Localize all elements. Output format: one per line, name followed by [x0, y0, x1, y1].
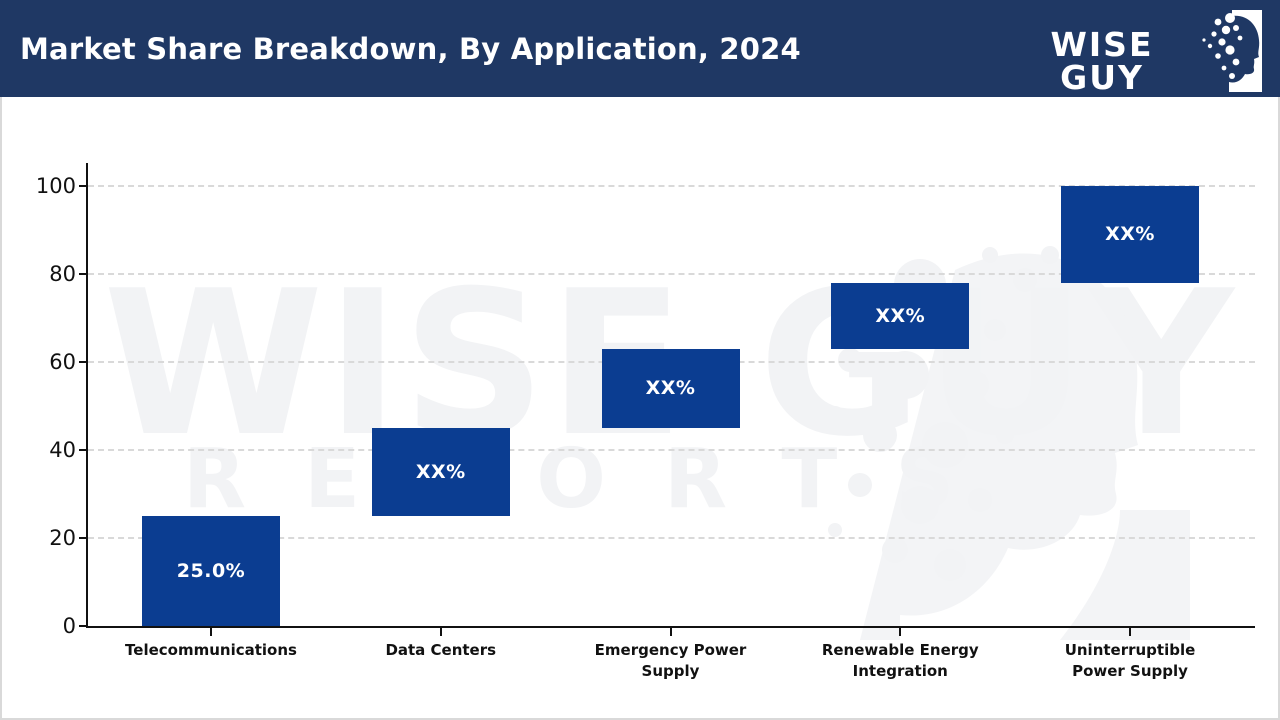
y-tick-label-100: 100: [35, 174, 76, 198]
x-category-label-3: Emergency Power Supply: [594, 641, 747, 680]
y-tick-label-0: 0: [62, 614, 76, 638]
y-tick-label-80: 80: [49, 262, 76, 286]
gridline-100: [88, 185, 1255, 187]
bar-value-label: XX%: [875, 304, 926, 327]
bar-3: XX%: [601, 348, 740, 428]
x-tick-1: [210, 628, 212, 636]
bar-value-label: XX%: [415, 461, 466, 483]
y-tick-0: [79, 625, 87, 627]
x-axis-spine: [86, 626, 1255, 628]
x-tick-2: [439, 628, 442, 636]
header-band: Market Share Breakdown, By Application, …: [0, 0, 1280, 126]
logo-face-icon: 2: [1202, 10, 1262, 92]
x-category-label-1: Telecommunications: [125, 641, 297, 659]
gridline-20: [88, 537, 1255, 539]
wise-guy-logo: WISE GUY R E P O R T S 2: [1012, 6, 1262, 126]
bar-value-label: XX%: [1105, 223, 1155, 246]
logo-subtitle: R E P O R T S: [1020, 98, 1188, 126]
x-tick-4: [899, 628, 902, 636]
y-tick-80: [79, 273, 87, 275]
y-tick-40: [79, 449, 87, 451]
logo-wordmark: WISE GUY: [1050, 25, 1154, 97]
y-tick-label-40: 40: [49, 438, 76, 462]
page-title: Market Share Breakdown, By Application, …: [20, 31, 801, 66]
logo-text: WISE GUY R E P O R T S: [1012, 28, 1192, 126]
x-category-label-2: Data Centers: [385, 641, 497, 659]
y-tick-20: [79, 537, 87, 539]
bar-4: XX%: [831, 282, 970, 349]
y-tick-60: [79, 361, 87, 363]
bar-value-label: XX%: [645, 377, 696, 400]
y-tick-label-60: 60: [49, 350, 76, 374]
bar-2: XX%: [371, 428, 510, 516]
x-category-label-4: Renewable Energy Integration: [821, 641, 979, 680]
gridline-40: [88, 449, 1255, 451]
gridline-80: [88, 273, 1255, 275]
bar-value-label: 25.0%: [176, 560, 246, 582]
y-axis-spine: [86, 163, 88, 628]
y-tick-100: [79, 185, 87, 187]
x-category-label-5: Uninterruptible Power Supply: [1064, 641, 1196, 680]
bar-5: XX%: [1061, 186, 1199, 283]
bar-1: 25.0%: [142, 516, 280, 626]
watermark-reports: REPORTS: [183, 432, 1013, 527]
x-tick-3: [669, 628, 672, 636]
y-tick-label-20: 20: [49, 526, 76, 550]
x-tick-5: [1129, 628, 1131, 636]
